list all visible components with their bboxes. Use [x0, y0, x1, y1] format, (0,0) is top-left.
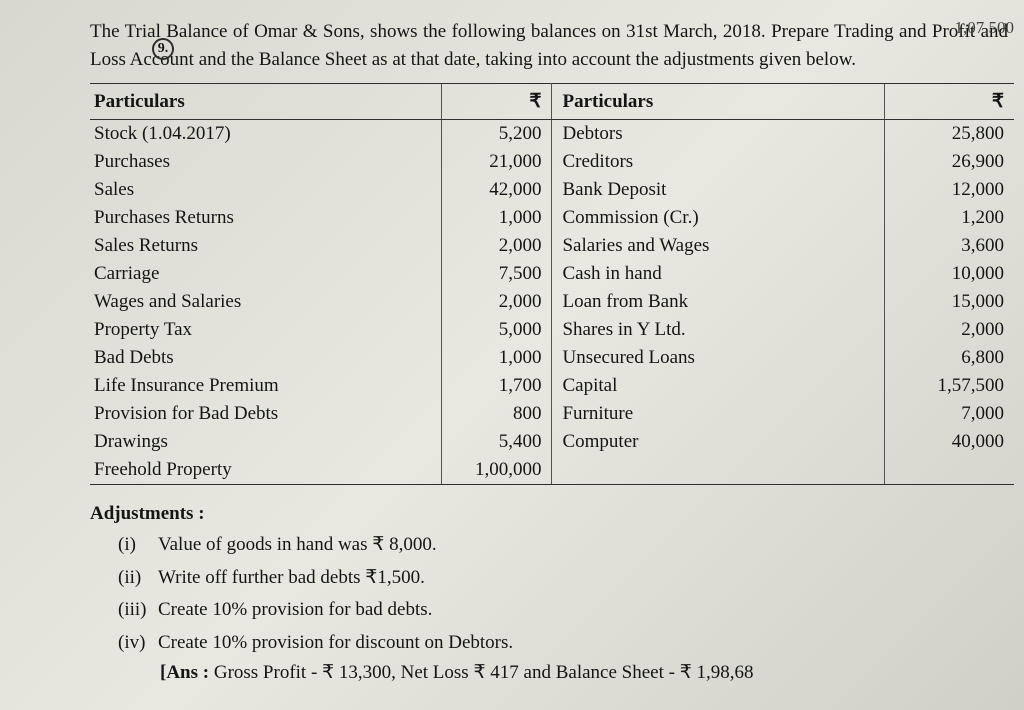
- adjustment-roman: (iv): [118, 629, 158, 658]
- particular-left: Freehold Property: [90, 456, 441, 485]
- answer-label: [Ans :: [160, 662, 209, 683]
- particular-left: Provision for Bad Debts: [90, 400, 441, 428]
- adjustments-title: Adjustments :: [90, 503, 1014, 525]
- particular-right: Shares in Y Ltd.: [552, 316, 885, 344]
- amount-left: 7,500: [441, 260, 552, 288]
- table-row: Carriage7,500Cash in hand10,000: [90, 260, 1014, 288]
- table-row: Purchases Returns1,000Commission (Cr.)1,…: [90, 204, 1014, 232]
- table-row: Property Tax5,000Shares in Y Ltd.2,000: [90, 316, 1014, 344]
- header-amount-2: ₹: [885, 84, 1014, 120]
- table-row: Life Insurance Premium1,700Capital1,57,5…: [90, 372, 1014, 400]
- table-header-row: Particulars ₹ Particulars ₹: [90, 84, 1014, 120]
- amount-left: 1,000: [441, 344, 552, 372]
- adjustment-text: Value of goods in hand was ₹ 8,000.: [158, 534, 437, 555]
- amount-left: 1,000: [441, 204, 552, 232]
- amount-right: [885, 456, 1014, 485]
- table-row: Freehold Property1,00,000: [90, 456, 1014, 485]
- particular-left: Sales Returns: [90, 232, 441, 260]
- adjustment-item: (i)Value of goods in hand was ₹ 8,000.: [118, 531, 1014, 560]
- amount-right: 25,800: [885, 120, 1014, 149]
- amount-right: 40,000: [885, 428, 1014, 456]
- header-particulars-1: Particulars: [90, 84, 441, 120]
- particular-right: Commission (Cr.): [552, 204, 885, 232]
- particular-left: Property Tax: [90, 316, 441, 344]
- amount-right: 12,000: [885, 176, 1014, 204]
- particular-right: Debtors: [552, 120, 885, 149]
- particular-right: Salaries and Wages: [552, 232, 885, 260]
- table-row: Purchases21,000Creditors26,900: [90, 148, 1014, 176]
- amount-right: 3,600: [885, 232, 1014, 260]
- particular-left: Sales: [90, 176, 441, 204]
- amount-left: 800: [441, 400, 552, 428]
- particular-right: Furniture: [552, 400, 885, 428]
- particular-left: Drawings: [90, 428, 441, 456]
- amount-left: 1,00,000: [441, 456, 552, 485]
- particular-left: Purchases: [90, 148, 441, 176]
- trial-balance-table: Particulars ₹ Particulars ₹ Stock (1.04.…: [90, 83, 1014, 485]
- table-row: Drawings5,400Computer40,000: [90, 428, 1014, 456]
- adjustment-roman: (ii): [118, 564, 158, 593]
- particular-left: Bad Debts: [90, 344, 441, 372]
- particular-right: Capital: [552, 372, 885, 400]
- amount-right: 7,000: [885, 400, 1014, 428]
- header-amount-1: ₹: [441, 84, 552, 120]
- question-line-1: The Trial Balance of Omar & Sons, shows …: [90, 21, 766, 42]
- amount-right: 1,57,500: [885, 372, 1014, 400]
- amount-right: 15,000: [885, 288, 1014, 316]
- particular-right: Computer: [552, 428, 885, 456]
- amount-left: 42,000: [441, 176, 552, 204]
- particular-right: Loan from Bank: [552, 288, 885, 316]
- page-edge-fragment: 1,07,500: [955, 18, 1015, 38]
- answer-line: [Ans : Gross Profit - ₹ 13,300, Net Loss…: [90, 661, 1014, 684]
- adjustments-list: (i)Value of goods in hand was ₹ 8,000.(i…: [90, 531, 1014, 657]
- particular-right: Bank Deposit: [552, 176, 885, 204]
- table-row: Bad Debts1,000Unsecured Loans6,800: [90, 344, 1014, 372]
- amount-right: 26,900: [885, 148, 1014, 176]
- particular-right: [552, 456, 885, 485]
- particular-right: Unsecured Loans: [552, 344, 885, 372]
- adjustment-text: Write off further bad debts ₹1,500.: [158, 567, 425, 588]
- adjustment-roman: (i): [118, 531, 158, 560]
- amount-left: 2,000: [441, 288, 552, 316]
- table-row: Sales Returns2,000Salaries and Wages3,60…: [90, 232, 1014, 260]
- adjustment-text: Create 10% provision for bad debts.: [158, 599, 432, 620]
- particular-right: Cash in hand: [552, 260, 885, 288]
- amount-right: 10,000: [885, 260, 1014, 288]
- particular-left: Wages and Salaries: [90, 288, 441, 316]
- question-number-marker: 9.: [152, 38, 174, 60]
- adjustment-item: (iii)Create 10% provision for bad debts.: [118, 596, 1014, 625]
- question-text: The Trial Balance of Omar & Sons, shows …: [90, 18, 1014, 73]
- amount-right: 2,000: [885, 316, 1014, 344]
- adjustment-item: (ii)Write off further bad debts ₹1,500.: [118, 564, 1014, 593]
- amount-left: 1,700: [441, 372, 552, 400]
- particular-left: Life Insurance Premium: [90, 372, 441, 400]
- amount-right: 1,200: [885, 204, 1014, 232]
- particular-right: Creditors: [552, 148, 885, 176]
- table-row: Wages and Salaries2,000Loan from Bank15,…: [90, 288, 1014, 316]
- table-row: Provision for Bad Debts800Furniture7,000: [90, 400, 1014, 428]
- textbook-page: 1,07,500 9. The Trial Balance of Omar & …: [90, 18, 1014, 684]
- adjustment-item: (iv)Create 10% provision for discount on…: [118, 629, 1014, 658]
- amount-right: 6,800: [885, 344, 1014, 372]
- header-particulars-2: Particulars: [552, 84, 885, 120]
- answer-text: Gross Profit - ₹ 13,300, Net Loss ₹ 417 …: [214, 662, 754, 683]
- adjustment-text: Create 10% provision for discount on Deb…: [158, 632, 513, 653]
- amount-left: 5,400: [441, 428, 552, 456]
- adjustments-section: Adjustments : (i)Value of goods in hand …: [90, 503, 1014, 684]
- amount-left: 5,000: [441, 316, 552, 344]
- table-row: Stock (1.04.2017)5,200Debtors25,800: [90, 120, 1014, 149]
- particular-left: Carriage: [90, 260, 441, 288]
- adjustment-roman: (iii): [118, 596, 158, 625]
- table-row: Sales42,000Bank Deposit12,000: [90, 176, 1014, 204]
- amount-left: 21,000: [441, 148, 552, 176]
- question-line-3: into account the adjustments given below…: [537, 49, 856, 70]
- amount-left: 5,200: [441, 120, 552, 149]
- amount-left: 2,000: [441, 232, 552, 260]
- particular-left: Purchases Returns: [90, 204, 441, 232]
- particular-left: Stock (1.04.2017): [90, 120, 441, 149]
